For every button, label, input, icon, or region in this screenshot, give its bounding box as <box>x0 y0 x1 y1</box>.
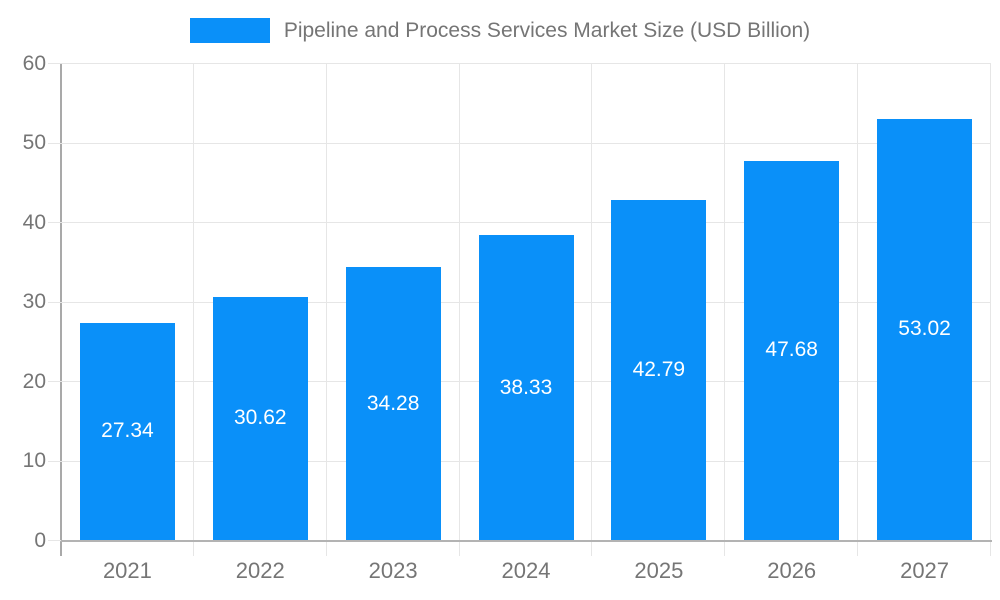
y-axis-label-40: 40 <box>22 210 46 234</box>
x-axis-line <box>60 540 992 542</box>
y-axis-label-10: 10 <box>22 449 46 472</box>
v-gridline <box>326 63 327 540</box>
bar-value-label-2027: 53.02 <box>898 317 951 341</box>
plot-area: 27.34 30.62 34.28 38.33 42.79 47.68 53.02 <box>61 63 991 540</box>
y-tick <box>48 381 61 382</box>
y-axis-label-20: 20 <box>22 369 46 393</box>
x-tick <box>857 542 858 556</box>
v-gridline <box>857 63 858 540</box>
x-tick <box>193 542 194 556</box>
y-tick <box>48 301 61 303</box>
h-gridline-40 <box>61 222 991 223</box>
bar-value-label-2025: 42.79 <box>632 357 686 381</box>
x-axis-label-2023: 2023 <box>368 558 418 583</box>
chart-legend[interactable]: Pipeline and Process Services Market Siz… <box>0 18 1000 43</box>
bar-2026[interactable]: 47.68 <box>744 160 840 540</box>
x-axis-label-2025: 2025 <box>634 558 684 583</box>
y-tick <box>48 540 61 541</box>
bar-2025[interactable]: 42.79 <box>611 199 707 540</box>
y-axis-label-50: 50 <box>22 131 46 154</box>
y-tick <box>48 142 61 144</box>
y-axis-label-0: 0 <box>34 528 46 552</box>
bar-2022[interactable]: 30.62 <box>212 296 308 540</box>
v-gridline <box>459 63 460 540</box>
bar-value-label-2024: 38.33 <box>499 375 553 399</box>
bar-2024[interactable]: 38.33 <box>478 235 574 540</box>
x-axis-label-2026: 2026 <box>767 558 817 583</box>
bar-value-label-2026: 47.68 <box>765 338 818 362</box>
v-gridline <box>990 63 991 540</box>
y-tick <box>48 460 61 462</box>
legend-swatch-icon <box>189 18 270 43</box>
x-tick <box>459 542 460 556</box>
h-gridline-60 <box>61 63 991 64</box>
y-axis-line <box>60 63 62 556</box>
chart-title: Pipeline and Process Services Market Siz… <box>283 18 811 42</box>
bar-2021[interactable]: 27.34 <box>79 322 175 540</box>
v-gridline <box>724 63 725 540</box>
bar-2023[interactable]: 34.28 <box>345 267 441 540</box>
y-axis-label-60: 60 <box>22 51 46 75</box>
x-axis-label-2024: 2024 <box>501 558 551 583</box>
y-tick <box>48 222 61 223</box>
x-axis-label-2021: 2021 <box>102 558 152 583</box>
x-tick <box>591 542 592 556</box>
bar-value-label-2021: 27.34 <box>101 419 154 443</box>
y-tick <box>48 63 61 64</box>
h-gridline-50 <box>61 142 991 144</box>
x-axis-label-2027: 2027 <box>900 558 950 583</box>
bar-2027[interactable]: 53.02 <box>877 118 973 540</box>
v-gridline <box>193 63 194 540</box>
x-tick <box>990 542 991 556</box>
x-tick <box>724 542 725 556</box>
bar-value-label-2022: 30.62 <box>234 406 287 430</box>
x-axis-label-2022: 2022 <box>235 558 285 583</box>
bar-value-label-2023: 34.28 <box>366 391 420 415</box>
v-gridline <box>591 63 592 540</box>
y-axis-label-30: 30 <box>22 290 46 313</box>
x-tick <box>326 542 327 556</box>
